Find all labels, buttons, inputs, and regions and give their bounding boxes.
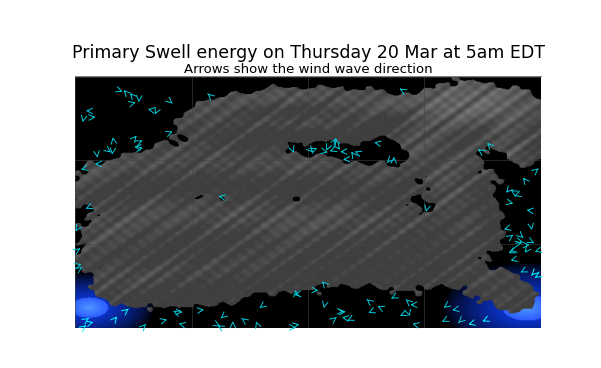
Text: Primary Swell energy on Thursday 20 Mar at 5am EDT: Primary Swell energy on Thursday 20 Mar … — [72, 44, 545, 62]
Text: Arrows show the wind wave direction: Arrows show the wind wave direction — [184, 63, 432, 76]
